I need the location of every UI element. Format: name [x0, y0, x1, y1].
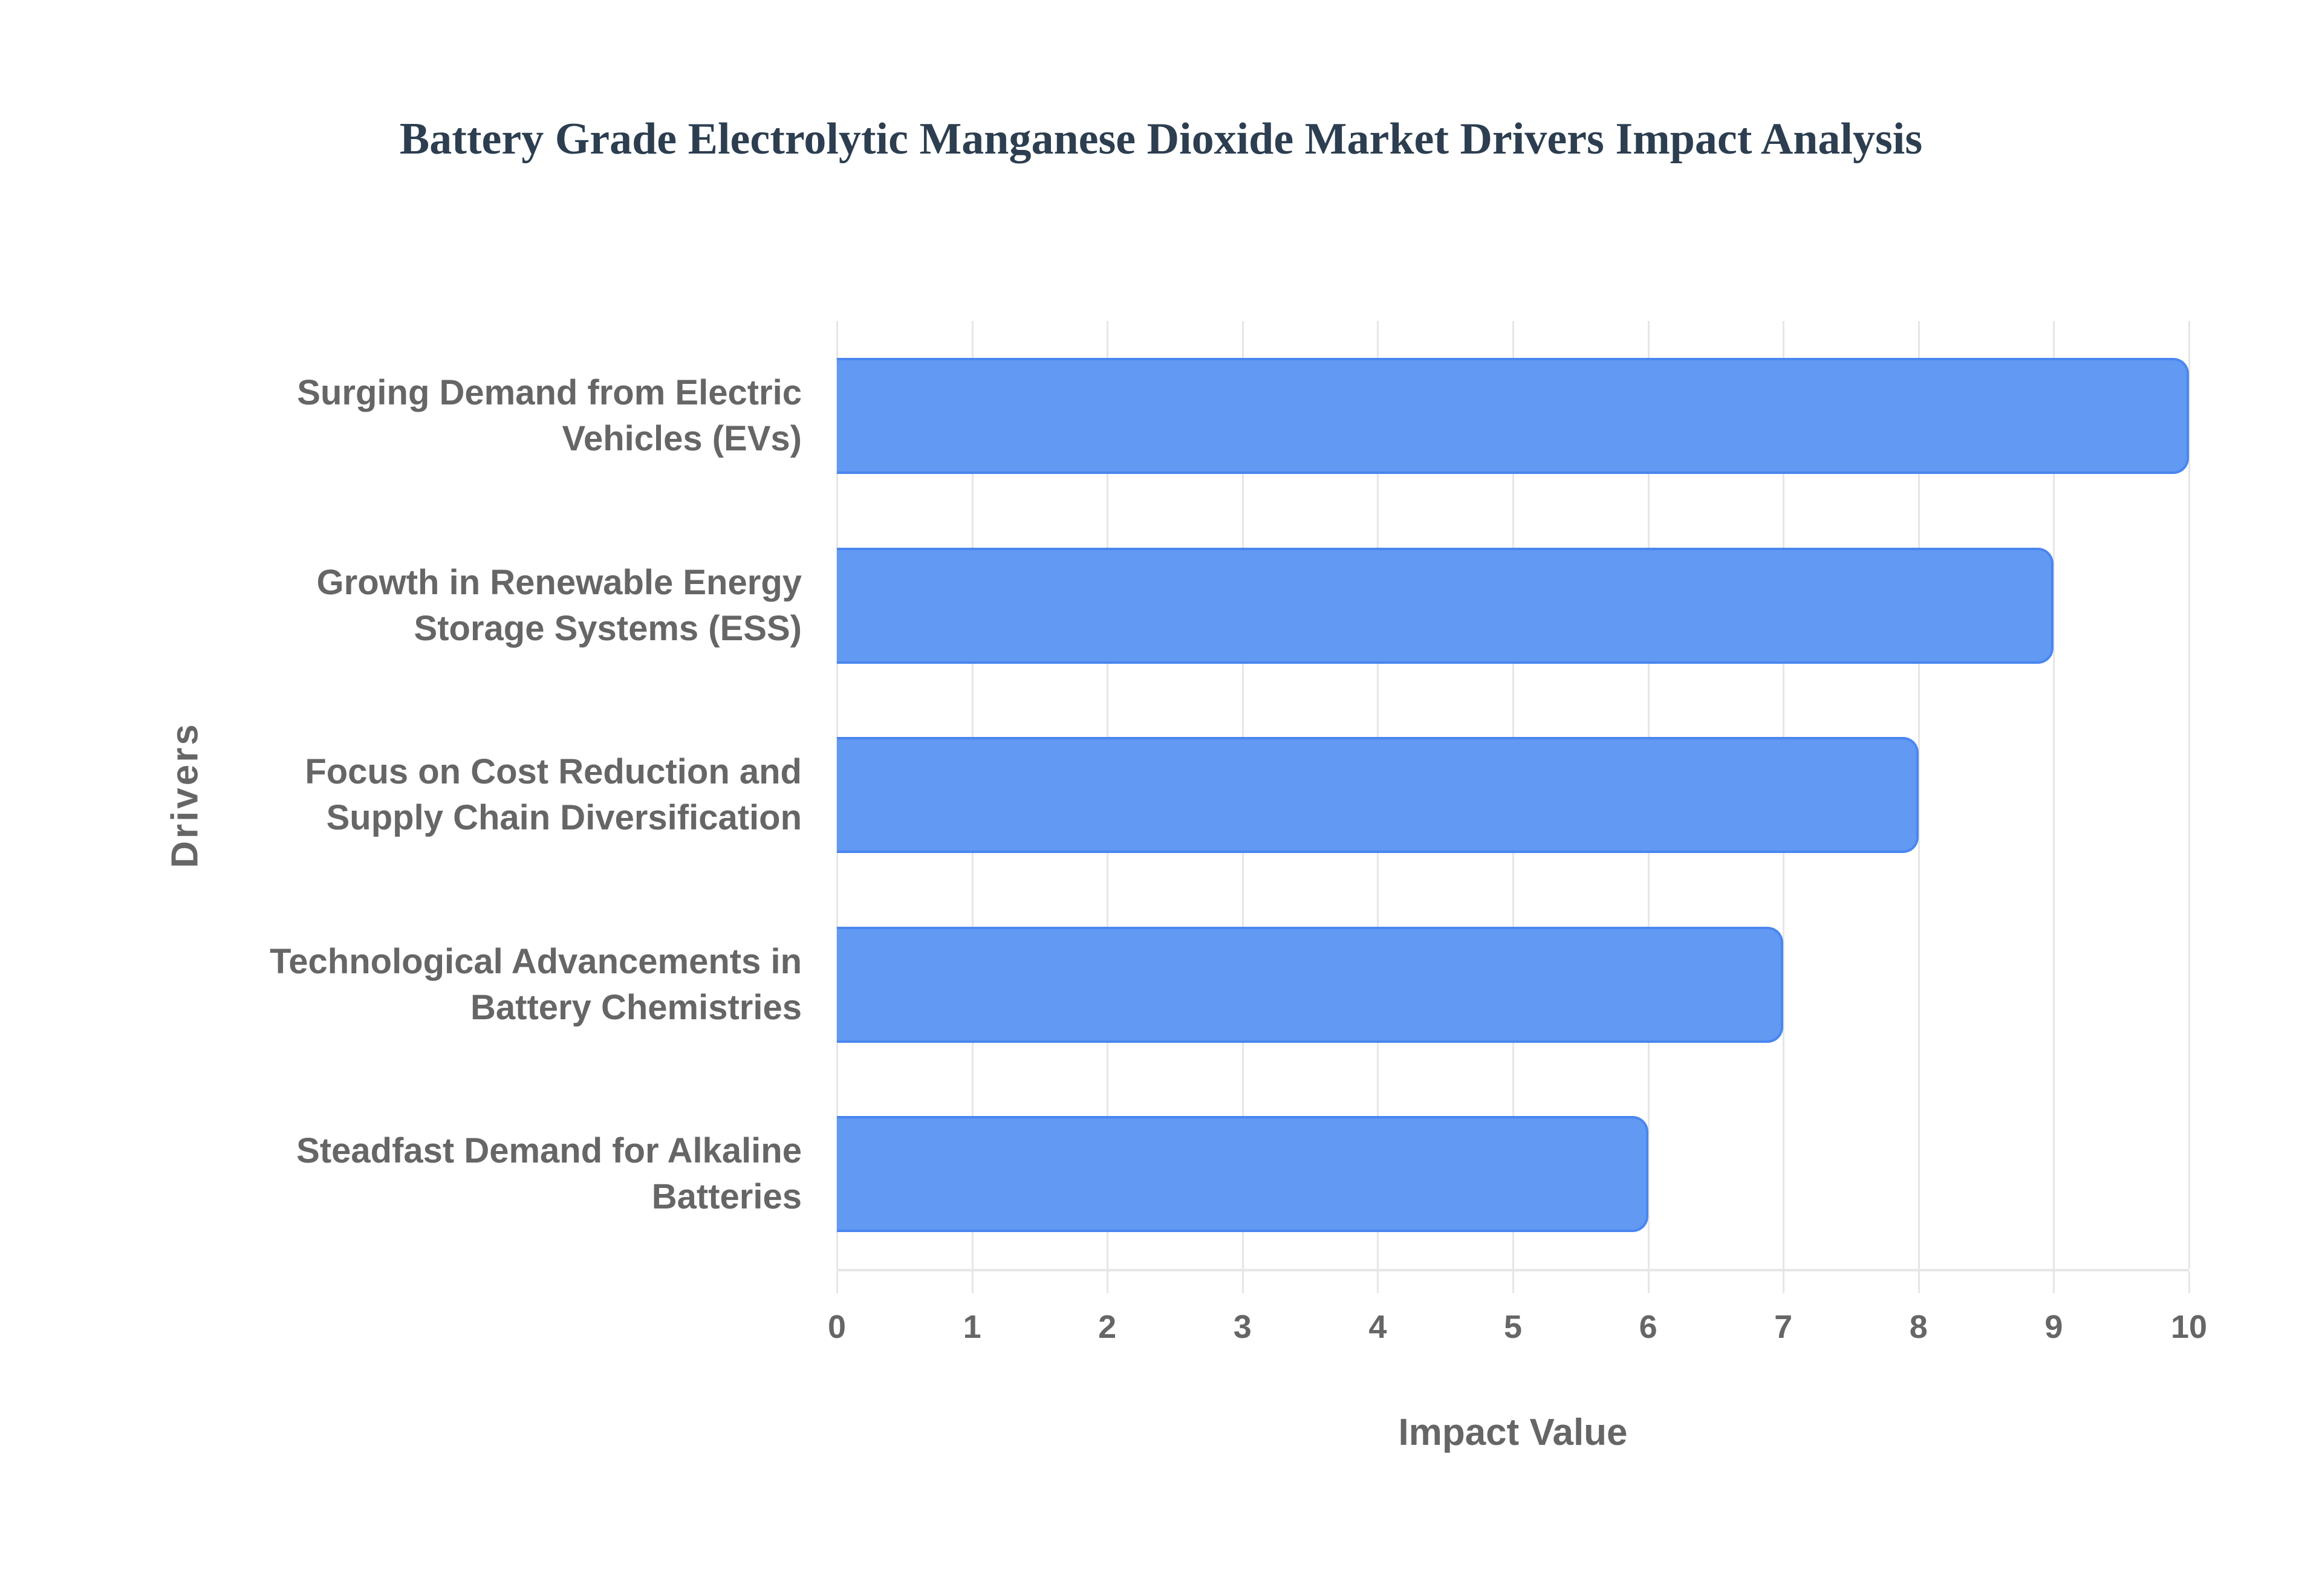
tick-mark — [1783, 1271, 1785, 1293]
tick-mark — [2188, 1271, 2190, 1293]
gridline — [2053, 321, 2055, 1269]
y-tick-label-line: Surging Demand from Electric — [297, 373, 802, 412]
x-tick-label: 1 — [963, 1309, 981, 1345]
x-tick-label: 2 — [1098, 1309, 1117, 1345]
y-tick-label-line: Supply Chain Diversification — [326, 798, 802, 837]
tick-mark — [1512, 1271, 1514, 1293]
bar[interactable] — [837, 1116, 1648, 1232]
tick-mark — [2053, 1271, 2055, 1293]
plot-area — [836, 321, 2190, 1269]
bar[interactable] — [837, 926, 1784, 1043]
y-tick-label-line: Battery Chemistries — [470, 987, 802, 1027]
tick-mark — [1377, 1271, 1379, 1293]
x-tick-label: 3 — [1233, 1309, 1252, 1345]
y-tick-label: Steadfast Demand for Alkaline Batteries — [197, 1128, 802, 1220]
gridline — [2188, 321, 2190, 1269]
x-tick-label: 10 — [2170, 1309, 2208, 1345]
tick-mark — [836, 1271, 838, 1293]
x-tick-label: 7 — [1774, 1309, 1793, 1345]
y-tick-label: Growth in Renewable Energy Storage System… — [197, 560, 802, 652]
x-tick-label: 6 — [1639, 1309, 1657, 1345]
x-axis-title: Impact Value — [1398, 1412, 1628, 1453]
chart-title: Battery Grade Electrolytic Manganese Dio… — [399, 114, 1923, 164]
x-axis-line — [837, 1269, 2189, 1271]
tick-mark — [1241, 1271, 1244, 1293]
tick-mark — [1917, 1271, 1920, 1293]
gridline — [1917, 321, 1920, 1269]
tick-mark — [971, 1271, 974, 1293]
y-tick-label-line: Growth in Renewable Energy — [316, 562, 802, 602]
y-tick-label: Technological Advancements in Battery Che… — [197, 939, 802, 1031]
y-tick-label-line: Technological Advancements in — [270, 941, 802, 981]
y-tick-label-line: Batteries — [651, 1177, 802, 1216]
tick-mark — [1647, 1271, 1650, 1293]
x-tick-label: 9 — [2044, 1309, 2063, 1345]
y-tick-label-line: Steadfast Demand for Alkaline — [296, 1131, 802, 1170]
bar[interactable] — [837, 547, 2054, 664]
x-tick-label: 4 — [1368, 1309, 1387, 1345]
x-tick-label: 5 — [1503, 1309, 1523, 1345]
y-tick-label-line: Vehicles (EVs) — [562, 419, 802, 458]
y-tick-label-line: Storage Systems (ESS) — [414, 608, 802, 648]
y-tick-label: Focus on Cost Reduction and Supply Chain … — [197, 749, 802, 841]
y-tick-label: Surging Demand from Electric Vehicles (EV… — [197, 370, 802, 462]
x-tick-label: 0 — [827, 1309, 847, 1345]
bar[interactable] — [837, 358, 2189, 474]
bar[interactable] — [837, 737, 1919, 853]
y-tick-label-line: Focus on Cost Reduction and — [305, 752, 802, 791]
x-tick-label: 8 — [1909, 1309, 1928, 1345]
tick-mark — [1107, 1271, 1109, 1293]
